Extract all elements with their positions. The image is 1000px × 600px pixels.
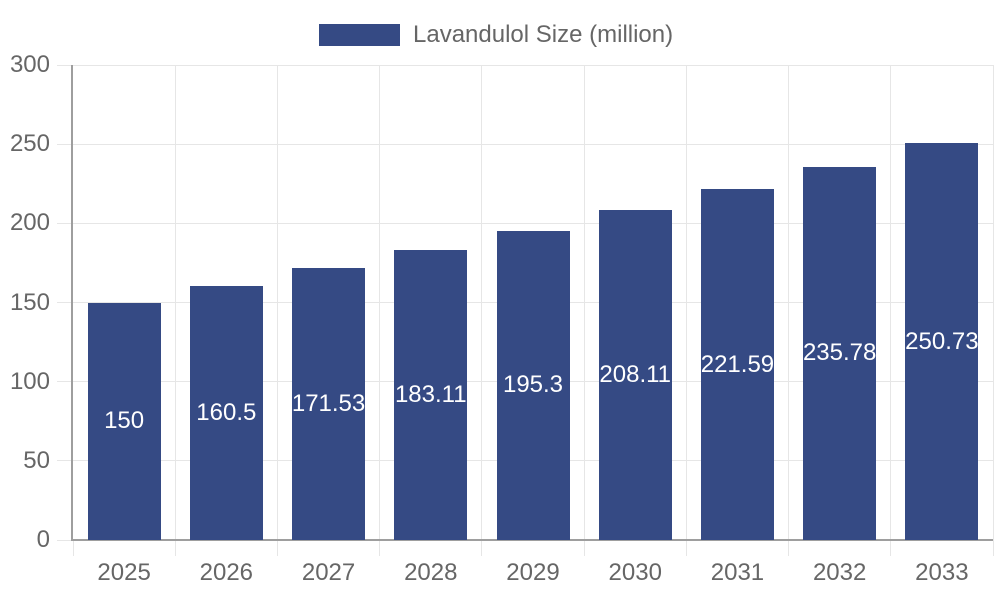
x-tick-label: 2032 [812, 559, 867, 586]
gridline-vertical [890, 65, 892, 556]
y-axis-tick [57, 539, 73, 541]
bar-value-label: 195.3 [502, 371, 564, 399]
y-tick-label: 300 [9, 51, 50, 78]
x-tick-label: 2033 [915, 559, 969, 586]
y-tick-label: 200 [9, 209, 50, 237]
bar-2028[interactable] [394, 250, 468, 540]
bar-value-label: 150 [104, 407, 145, 435]
x-axis-tick [72, 540, 74, 556]
gridline-vertical [379, 65, 381, 556]
bar-2032[interactable] [803, 166, 877, 540]
bar-2031[interactable] [700, 189, 774, 540]
y-tick-label: 150 [9, 288, 50, 316]
x-tick-label: 2030 [608, 559, 662, 586]
bar-2027[interactable] [292, 268, 366, 540]
bar-2033[interactable] [905, 143, 979, 540]
bar-value-label: 221.59 [700, 350, 775, 378]
gridline-horizontal [57, 143, 993, 145]
y-tick-label: 100 [9, 367, 50, 395]
bar-value-label: 250.73 [905, 327, 979, 355]
x-tick-label: 2027 [301, 559, 356, 586]
x-tick-label: 2031 [710, 559, 765, 586]
y-tick-label: 250 [9, 130, 50, 158]
bar-value-label: 171.53 [291, 390, 366, 418]
bar-value-label: 160.5 [196, 398, 257, 426]
gridline-vertical [788, 65, 790, 556]
gridline-vertical [583, 65, 585, 556]
bar-2030[interactable] [598, 210, 672, 540]
y-tick-label: 0 [36, 526, 50, 553]
x-tick-label: 2029 [506, 559, 560, 586]
gridline-vertical [992, 65, 994, 556]
bar-2029[interactable] [496, 230, 570, 540]
y-axis-line [71, 65, 73, 540]
x-tick-label: 2028 [404, 559, 458, 586]
gridline-horizontal [57, 64, 993, 66]
legend[interactable]: Lavandulol Size (million) [319, 21, 673, 49]
bar-value-label: 183.11 [394, 381, 467, 409]
x-axis-line [71, 539, 993, 541]
gridline-vertical [276, 65, 278, 556]
gridline-vertical [481, 65, 483, 556]
legend-label: Lavandulol Size (million) [413, 21, 674, 48]
gridline-horizontal [57, 222, 993, 224]
gridline-vertical [174, 65, 176, 556]
bar-value-label: 208.11 [599, 361, 672, 389]
bar-2025[interactable] [87, 302, 161, 540]
bar-2026[interactable] [189, 285, 263, 540]
gridline-vertical [685, 65, 687, 556]
y-tick-label: 50 [23, 446, 50, 474]
legend-swatch [319, 24, 400, 46]
bar-value-label: 235.78 [802, 339, 877, 367]
x-tick-label: 2026 [199, 559, 254, 586]
x-tick-label: 2025 [97, 559, 151, 586]
